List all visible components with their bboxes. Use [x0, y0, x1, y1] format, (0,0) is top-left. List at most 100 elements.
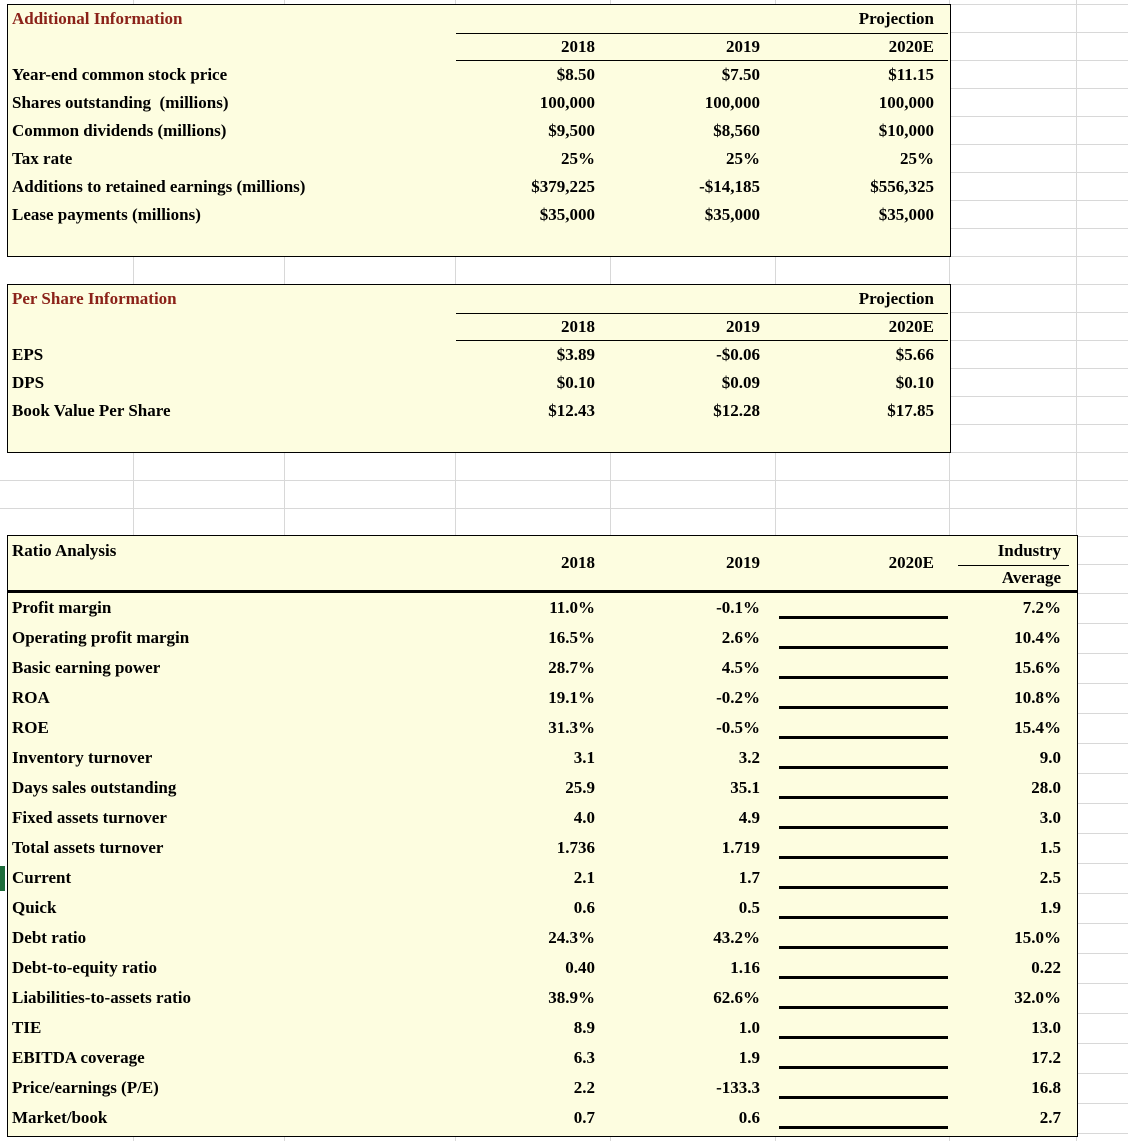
row-label[interactable]: Fixed assets turnover [12, 808, 167, 827]
column-header-2018[interactable]: 2018 [561, 553, 595, 572]
column-header-2018[interactable]: 2018 [561, 37, 595, 56]
row-label[interactable]: Debt ratio [12, 928, 87, 947]
value-2018[interactable]: $379,225 [531, 177, 595, 196]
value-2019[interactable]: -0.2% [716, 688, 760, 707]
blank-2020e-cell[interactable] [776, 1103, 950, 1133]
value-2019[interactable]: 1.7 [738, 868, 760, 887]
value-industry[interactable]: 10.4% [1014, 628, 1061, 647]
value-2020e[interactable]: $5.66 [895, 345, 934, 364]
column-header-2020e[interactable]: 2020E [888, 317, 934, 336]
projection-label[interactable]: Projection [858, 9, 934, 28]
value-2018[interactable]: 11.0% [549, 598, 595, 617]
row-label[interactable]: TIE [12, 1018, 42, 1037]
value-2018[interactable]: 24.3% [548, 928, 595, 947]
value-industry[interactable]: 7.2% [1022, 598, 1061, 617]
column-header-2020e[interactable]: 2020E [888, 553, 934, 572]
blank-2020e-cell[interactable] [776, 593, 950, 623]
column-header-2018[interactable]: 2018 [561, 317, 595, 336]
row-label[interactable]: Profit margin [12, 598, 112, 617]
value-2018[interactable]: 16.5% [548, 628, 595, 647]
value-industry[interactable]: 1.5 [1039, 838, 1061, 857]
value-2018[interactable]: $12.43 [548, 401, 595, 420]
value-2019[interactable]: 43.2% [713, 928, 760, 947]
value-industry[interactable]: 32.0% [1014, 988, 1061, 1007]
value-2018[interactable]: $0.10 [556, 373, 595, 392]
value-industry[interactable]: 3.0 [1039, 808, 1061, 827]
value-2019[interactable]: 0.6 [738, 1108, 760, 1127]
row-label[interactable]: Days sales outstanding [12, 778, 177, 797]
blank-2020e-cell[interactable] [776, 1013, 950, 1043]
value-industry[interactable]: 9.0 [1039, 748, 1061, 767]
value-2019[interactable]: 2.6% [721, 628, 760, 647]
column-header-2020e[interactable]: 2020E [888, 37, 934, 56]
column-header-2019[interactable]: 2019 [726, 553, 760, 572]
blank-2020e-cell[interactable] [776, 803, 950, 833]
row-label[interactable]: Additions to retained earnings (millions… [12, 177, 306, 196]
row-label[interactable]: Debt-to-equity ratio [12, 958, 157, 977]
value-2020e[interactable]: 25% [900, 149, 934, 168]
row-label[interactable]: EPS [12, 345, 44, 364]
value-2019[interactable]: -0.5% [716, 718, 760, 737]
value-2019[interactable]: 1.0 [738, 1018, 760, 1037]
row-label[interactable]: Inventory turnover [12, 748, 153, 767]
row-label[interactable]: Shares outstanding (millions) [12, 93, 229, 112]
value-2018[interactable]: 6.3 [573, 1048, 595, 1067]
value-2018[interactable]: $35,000 [539, 205, 595, 224]
value-2019[interactable]: 35.1 [730, 778, 760, 797]
value-2018[interactable]: 100,000 [539, 93, 595, 112]
value-industry[interactable]: 15.0% [1014, 928, 1061, 947]
value-industry[interactable]: 1.9 [1039, 898, 1061, 917]
value-2019[interactable]: -0.1% [716, 598, 760, 617]
value-2019[interactable]: -133.3 [716, 1078, 760, 1097]
row-label[interactable]: Tax rate [12, 149, 73, 168]
blank-2020e-cell[interactable] [776, 713, 950, 743]
value-industry[interactable]: 15.4% [1014, 718, 1061, 737]
blank-2020e-cell[interactable] [776, 923, 950, 953]
value-2018[interactable]: 38.9% [548, 988, 595, 1007]
value-2019[interactable]: -$0.06 [716, 345, 760, 364]
row-label[interactable]: Liabilities-to-assets ratio [12, 988, 191, 1007]
row-label[interactable]: Basic earning power [12, 658, 161, 677]
blank-2020e-cell[interactable] [776, 743, 950, 773]
value-2019[interactable]: 4.5% [721, 658, 760, 677]
projection-label[interactable]: Projection [858, 289, 934, 308]
blank-2020e-cell[interactable] [776, 1073, 950, 1103]
value-2019[interactable]: $12.28 [713, 401, 760, 420]
value-2020e[interactable]: $35,000 [878, 205, 934, 224]
value-2018[interactable]: 8.9 [573, 1018, 595, 1037]
blank-2020e-cell[interactable] [776, 653, 950, 683]
value-2018[interactable]: 0.6 [573, 898, 595, 917]
value-2019[interactable]: 62.6% [713, 988, 760, 1007]
value-2020e[interactable]: $10,000 [878, 121, 934, 140]
row-label[interactable]: Market/book [12, 1108, 108, 1127]
value-industry[interactable]: 13.0 [1031, 1018, 1061, 1037]
row-label[interactable]: Lease payments (millions) [12, 205, 201, 224]
blank-2020e-cell[interactable] [776, 623, 950, 653]
value-industry[interactable]: 15.6% [1014, 658, 1061, 677]
value-2018[interactable]: 4.0 [573, 808, 595, 827]
value-2018[interactable]: 2.2 [573, 1078, 595, 1097]
row-label[interactable]: Quick [12, 898, 57, 917]
value-2020e[interactable]: $0.10 [895, 373, 934, 392]
value-2019[interactable]: 25% [726, 149, 760, 168]
row-label[interactable]: Year-end common stock price [12, 65, 228, 84]
value-2018[interactable]: 0.7 [573, 1108, 595, 1127]
row-label[interactable]: EBITDA coverage [12, 1048, 145, 1067]
value-2019[interactable]: 1.719 [721, 838, 760, 857]
row-label[interactable]: Total assets turnover [12, 838, 164, 857]
blank-2020e-cell[interactable] [776, 893, 950, 923]
value-2019[interactable]: 1.16 [730, 958, 760, 977]
value-industry[interactable]: 16.8 [1031, 1078, 1061, 1097]
blank-2020e-cell[interactable] [776, 983, 950, 1013]
value-2018[interactable]: 1.736 [556, 838, 595, 857]
section-title[interactable]: Per Share Information [12, 289, 177, 308]
value-2019[interactable]: $0.09 [721, 373, 760, 392]
value-2019[interactable]: $8,560 [713, 121, 760, 140]
blank-2020e-cell[interactable] [776, 1043, 950, 1073]
section-title[interactable]: Ratio Analysis [12, 541, 117, 560]
value-2019[interactable]: 3.2 [738, 748, 760, 767]
row-label[interactable]: Operating profit margin [12, 628, 190, 647]
blank-2020e-cell[interactable] [776, 773, 950, 803]
value-2019[interactable]: 100,000 [704, 93, 760, 112]
blank-2020e-cell[interactable] [776, 683, 950, 713]
